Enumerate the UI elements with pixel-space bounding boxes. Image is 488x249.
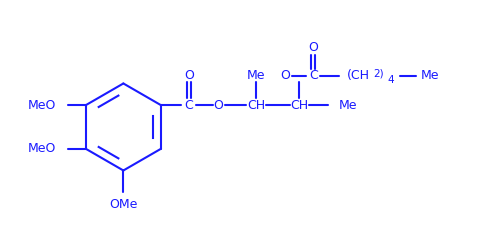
Text: CH: CH <box>246 99 264 112</box>
Text: O: O <box>213 99 223 112</box>
Text: OMe: OMe <box>109 198 137 211</box>
Text: 2): 2) <box>372 68 383 79</box>
Text: O: O <box>280 69 290 82</box>
Text: C: C <box>184 99 193 112</box>
Text: Me: Me <box>420 69 438 82</box>
Text: (CH: (CH <box>346 69 369 82</box>
Text: O: O <box>308 41 318 54</box>
Text: C: C <box>308 69 317 82</box>
Text: Me: Me <box>338 99 357 112</box>
Text: CH: CH <box>290 99 308 112</box>
Text: 4: 4 <box>386 74 393 84</box>
Text: MeO: MeO <box>28 99 56 112</box>
Text: MeO: MeO <box>28 142 56 155</box>
Text: O: O <box>183 69 193 82</box>
Text: Me: Me <box>246 69 264 82</box>
